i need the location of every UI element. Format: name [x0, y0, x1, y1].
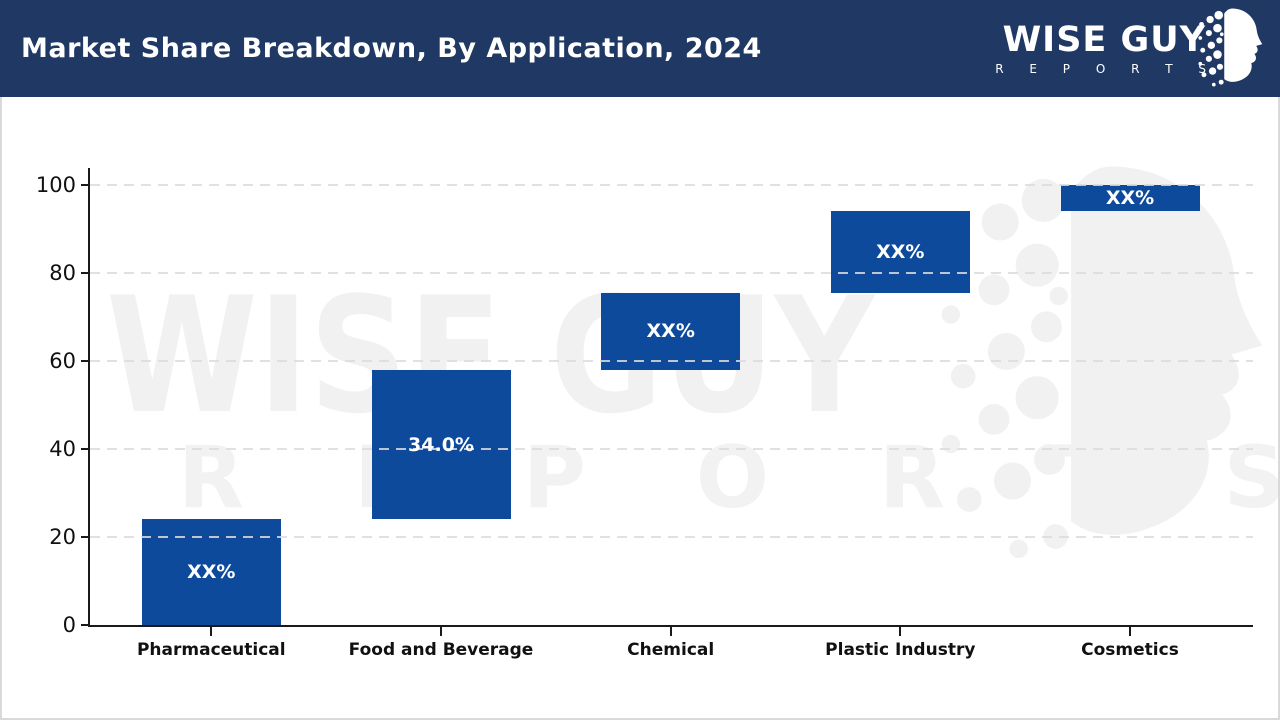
- x-axis-tick: [669, 627, 672, 636]
- bar-chemical: [601, 292, 741, 370]
- brand-reports-text: R E P O R T S: [995, 61, 1217, 76]
- page-title: Market Share Breakdown, By Application, …: [21, 33, 762, 64]
- bar-food-and-beverage: [371, 369, 511, 520]
- x-axis-tick: [899, 627, 902, 636]
- y-axis-tick: [81, 360, 90, 362]
- y-tick-label: 40: [49, 437, 76, 461]
- bar-value-label: XX%: [187, 561, 236, 584]
- watermark-face-icon: [941, 166, 1263, 559]
- y-tick-label: 60: [49, 349, 76, 373]
- y-axis-tick: [81, 448, 90, 450]
- x-tick-label: Plastic Industry: [825, 640, 976, 660]
- y-axis-tick: [81, 184, 90, 186]
- y-tick-label: 20: [49, 525, 76, 549]
- bar-value-label: XX%: [876, 241, 925, 264]
- brand-logo: WISE GUY R E P O R T S: [995, 6, 1270, 92]
- y-axis-tick: [81, 624, 90, 626]
- x-axis-line: [88, 625, 1253, 627]
- gridline-y40: [90, 448, 1253, 450]
- bar-value-label: 34.0%: [408, 433, 474, 456]
- y-axis-line: [88, 168, 90, 627]
- brand-face-icon: [1198, 8, 1263, 87]
- bar-value-label: XX%: [1105, 187, 1155, 210]
- y-axis-tick: [81, 536, 90, 538]
- y-axis-tick: [81, 272, 90, 274]
- x-axis-tick: [1129, 627, 1131, 636]
- x-tick-label: Pharmaceutical: [136, 640, 286, 660]
- y-tick-label: 80: [49, 261, 76, 285]
- x-axis-tick: [210, 627, 213, 636]
- brand-wordmark: WISE GUY: [1002, 19, 1206, 60]
- brand-logo-text: WISE GUY R E P O R T S: [995, 19, 1206, 76]
- header-bar: Market Share Breakdown, By Application, …: [0, 0, 1280, 97]
- bar-plastic-industry: [830, 211, 970, 293]
- gridline-y20: [90, 536, 1253, 538]
- x-tick-label: Chemical: [627, 640, 715, 660]
- x-axis-tick: [440, 627, 442, 636]
- x-tick-label: Cosmetics: [1081, 640, 1179, 660]
- x-tick-label: Food and Beverage: [348, 640, 534, 660]
- y-tick-label: 0: [62, 613, 76, 637]
- bar-cosmetics: [1060, 185, 1200, 212]
- gridline-y100: [90, 184, 1253, 186]
- bar-value-label: XX%: [646, 320, 695, 343]
- gridline-y60: [90, 360, 1253, 362]
- gridline-y80: [90, 272, 1253, 274]
- y-tick-label: 100: [35, 173, 76, 197]
